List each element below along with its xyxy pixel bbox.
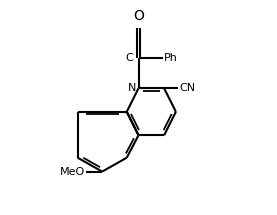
Text: O: O (133, 9, 144, 23)
Text: MeO: MeO (60, 167, 85, 177)
Text: C: C (125, 53, 133, 63)
Text: CN: CN (179, 83, 195, 93)
Text: Ph: Ph (164, 53, 178, 63)
Text: N: N (128, 83, 136, 93)
